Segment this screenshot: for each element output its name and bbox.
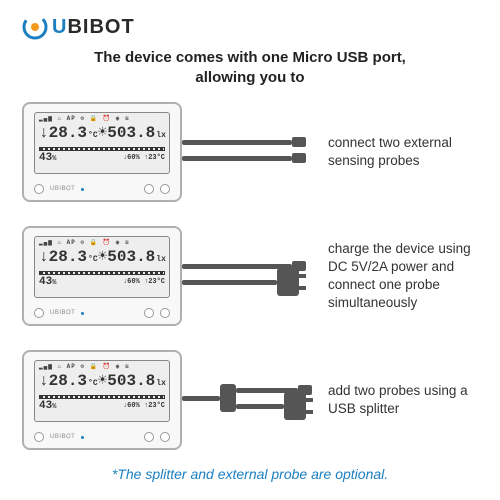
device: ▂▄▆ ⌂ AP ⚙ 🔒 ⏰ ◉ ≋ ↓28.3°C ☀503.8lx 43% … <box>22 226 182 326</box>
logo-text: UBIBOT <box>52 16 135 39</box>
button-circle-icon <box>160 184 170 194</box>
power-plug-icon <box>277 268 299 296</box>
button-circle-icon <box>34 432 44 442</box>
usb-splitter-icon <box>220 384 236 412</box>
probe-plug-icon <box>292 137 306 147</box>
device-buttons: UBIBOT <box>34 432 170 442</box>
button-circle-icon <box>144 432 154 442</box>
row-splitter: ▂▄▆ ⌂ AP ⚙ 🔒 ⏰ ◉ ≋ ↓28.3°C ☀503.8lx 43% … <box>0 350 500 450</box>
row-two-probes: ▂▄▆ ⌂ AP ⚙ 🔒 ⏰ ◉ ≋ ↓28.3°C ☀503.8lx 43% … <box>0 102 500 202</box>
led-icon <box>81 312 84 315</box>
button-circle-icon <box>34 308 44 318</box>
button-circle-icon <box>160 308 170 318</box>
logo-icon <box>22 14 48 40</box>
power-plug-icon <box>284 392 306 420</box>
device-buttons: UBIBOT <box>34 184 170 194</box>
caption: add two probes using a USB splitter <box>322 382 500 418</box>
device-screen: ▂▄▆ ⌂ AP ⚙ 🔒 ⏰ ◉ ≋ ↓28.3°C ☀503.8lx 43% … <box>34 360 170 422</box>
cables-two-probes <box>182 102 322 202</box>
device: ▂▄▆ ⌂ AP ⚙ 🔒 ⏰ ◉ ≋ ↓28.3°C ☀503.8lx 43% … <box>22 102 182 202</box>
cables-charge-probe <box>182 226 322 326</box>
device-buttons: UBIBOT <box>34 308 170 318</box>
headline: The device comes with one Micro USB port… <box>0 48 500 89</box>
footnote: *The splitter and external probe are opt… <box>0 466 500 482</box>
rows-container: ▂▄▆ ⌂ AP ⚙ 🔒 ⏰ ◉ ≋ ↓28.3°C ☀503.8lx 43% … <box>0 102 500 474</box>
cables-splitter <box>182 350 322 450</box>
brand-logo: UBIBOT <box>22 14 135 40</box>
led-icon <box>81 436 84 439</box>
button-circle-icon <box>144 308 154 318</box>
button-circle-icon <box>34 184 44 194</box>
device-screen: ▂▄▆ ⌂ AP ⚙ 🔒 ⏰ ◉ ≋ ↓28.3°C ☀503.8lx 43% … <box>34 236 170 298</box>
device-screen: ▂▄▆ ⌂ AP ⚙ 🔒 ⏰ ◉ ≋ ↓28.3°C ☀503.8lx 43% … <box>34 112 170 174</box>
button-circle-icon <box>160 432 170 442</box>
row-charge-and-probe: ▂▄▆ ⌂ AP ⚙ 🔒 ⏰ ◉ ≋ ↓28.3°C ☀503.8lx 43% … <box>0 226 500 326</box>
probe-plug-icon <box>292 153 306 163</box>
caption: connect two external sensing probes <box>322 134 500 170</box>
led-icon <box>81 188 84 191</box>
caption: charge the device using DC 5V/2A power a… <box>322 240 500 313</box>
button-circle-icon <box>144 184 154 194</box>
device: ▂▄▆ ⌂ AP ⚙ 🔒 ⏰ ◉ ≋ ↓28.3°C ☀503.8lx 43% … <box>22 350 182 450</box>
